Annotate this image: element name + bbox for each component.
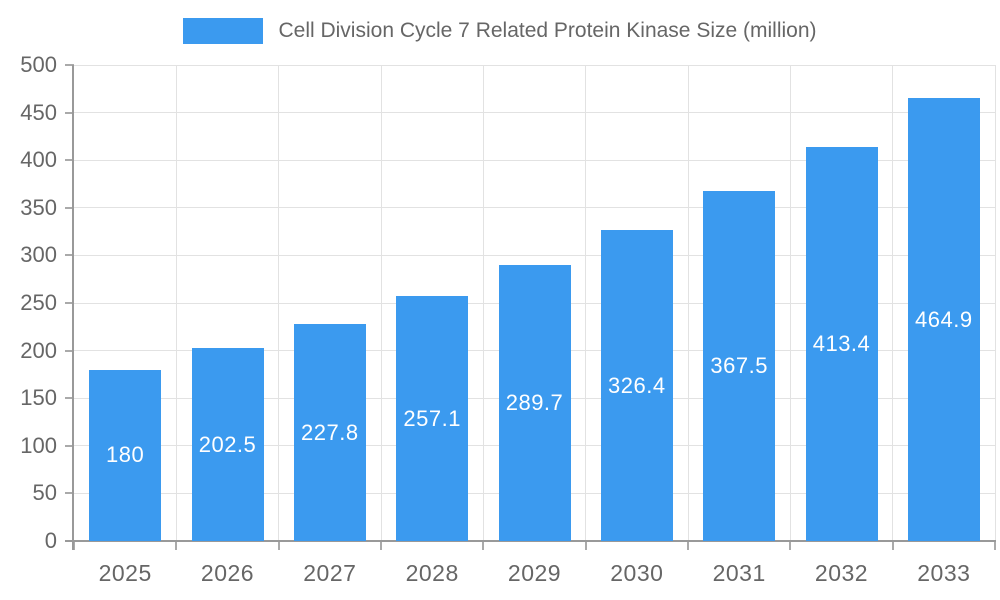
gridline-h	[74, 159, 995, 161]
x-axis-tick	[584, 541, 587, 550]
bar-2030[interactable]: 326.4	[600, 230, 673, 541]
x-axis-tick	[277, 541, 280, 550]
gridline-v	[585, 65, 587, 541]
x-axis-label-2033: 2033	[917, 560, 971, 586]
gridline-v	[380, 65, 382, 541]
bar-value-label: 180	[106, 442, 145, 468]
bar-value-label: 464.9	[915, 306, 973, 332]
x-axis-label-2031: 2031	[712, 560, 766, 586]
bar-2031[interactable]: 367.5	[703, 191, 776, 541]
gridline-v	[278, 65, 280, 541]
y-axis-tick	[65, 64, 74, 66]
bar-2026[interactable]: 202.5	[191, 348, 264, 541]
bar-2025[interactable]: 180	[89, 369, 162, 541]
bar-value-label: 289.7	[505, 390, 564, 416]
gridline-v	[789, 65, 791, 541]
bar-2028[interactable]: 257.1	[396, 296, 469, 541]
y-axis-label: 250	[20, 290, 57, 315]
bar-2027[interactable]: 227.8	[293, 324, 366, 541]
y-axis-tick	[65, 444, 74, 447]
bar-value-label: 257.1	[403, 405, 461, 431]
x-axis-tick	[482, 541, 485, 550]
gridline-v	[892, 65, 894, 541]
x-axis-label-2028: 2028	[405, 560, 459, 586]
x-axis-label-2032: 2032	[814, 560, 869, 586]
bar-2032[interactable]: 413.4	[805, 147, 878, 541]
bar-value-label: 202.5	[198, 431, 257, 457]
y-axis-label: 400	[20, 147, 57, 173]
legend[interactable]: Cell Division Cycle 7 Related Protein Ki…	[0, 16, 1000, 46]
y-axis-line	[72, 65, 74, 550]
y-axis-tick	[65, 492, 74, 495]
bar-2029[interactable]: 289.7	[498, 265, 571, 541]
y-axis-label: 200	[20, 337, 57, 363]
y-axis-tick	[65, 349, 74, 352]
gridline-h	[74, 64, 995, 66]
gridline-v	[482, 65, 484, 541]
y-axis-label: 0	[44, 528, 57, 553]
gridline-h	[74, 254, 995, 256]
legend-swatch-icon	[183, 18, 264, 44]
y-axis-label: 100	[20, 432, 57, 458]
gridline-h	[74, 112, 995, 114]
y-axis-label: 50	[32, 480, 57, 506]
gridline-v	[175, 65, 177, 541]
x-axis-label-2026: 2026	[200, 560, 255, 586]
y-axis-label: 350	[20, 194, 57, 220]
x-axis-tick	[73, 541, 75, 550]
x-axis-tick	[687, 541, 689, 550]
y-axis-label: 450	[20, 99, 57, 125]
x-axis-tick	[994, 541, 996, 550]
y-axis-tick	[65, 206, 74, 209]
x-axis-label-2030: 2030	[610, 560, 664, 586]
y-axis-label: 500	[20, 52, 57, 77]
x-axis-line	[65, 540, 996, 542]
x-axis-label-2027: 2027	[303, 560, 357, 586]
x-axis-tick	[789, 541, 792, 550]
y-axis-tick	[65, 159, 74, 162]
bar-value-label: 367.5	[710, 353, 768, 379]
y-axis-tick	[65, 397, 74, 400]
gridline-v	[994, 65, 996, 541]
y-axis-tick	[65, 302, 74, 304]
gridline-v	[687, 65, 689, 541]
x-axis-label-2025: 2025	[98, 560, 152, 586]
x-axis-tick	[175, 541, 178, 550]
bar-value-label: 227.8	[301, 419, 359, 445]
y-axis-tick	[65, 111, 74, 114]
y-axis-label: 300	[20, 242, 57, 268]
bar-value-label: 326.4	[608, 372, 666, 398]
x-axis-tick	[380, 541, 382, 550]
bar-value-label: 413.4	[812, 331, 871, 357]
bar-2033[interactable]: 464.9	[907, 98, 980, 541]
x-axis-label-2029: 2029	[507, 560, 562, 586]
gridline-h	[74, 207, 995, 209]
x-axis-tick	[891, 541, 894, 550]
y-axis-tick	[65, 254, 74, 257]
y-axis-label: 150	[20, 385, 57, 411]
legend-label: Cell Division Cycle 7 Related Protein Ki…	[278, 19, 817, 42]
